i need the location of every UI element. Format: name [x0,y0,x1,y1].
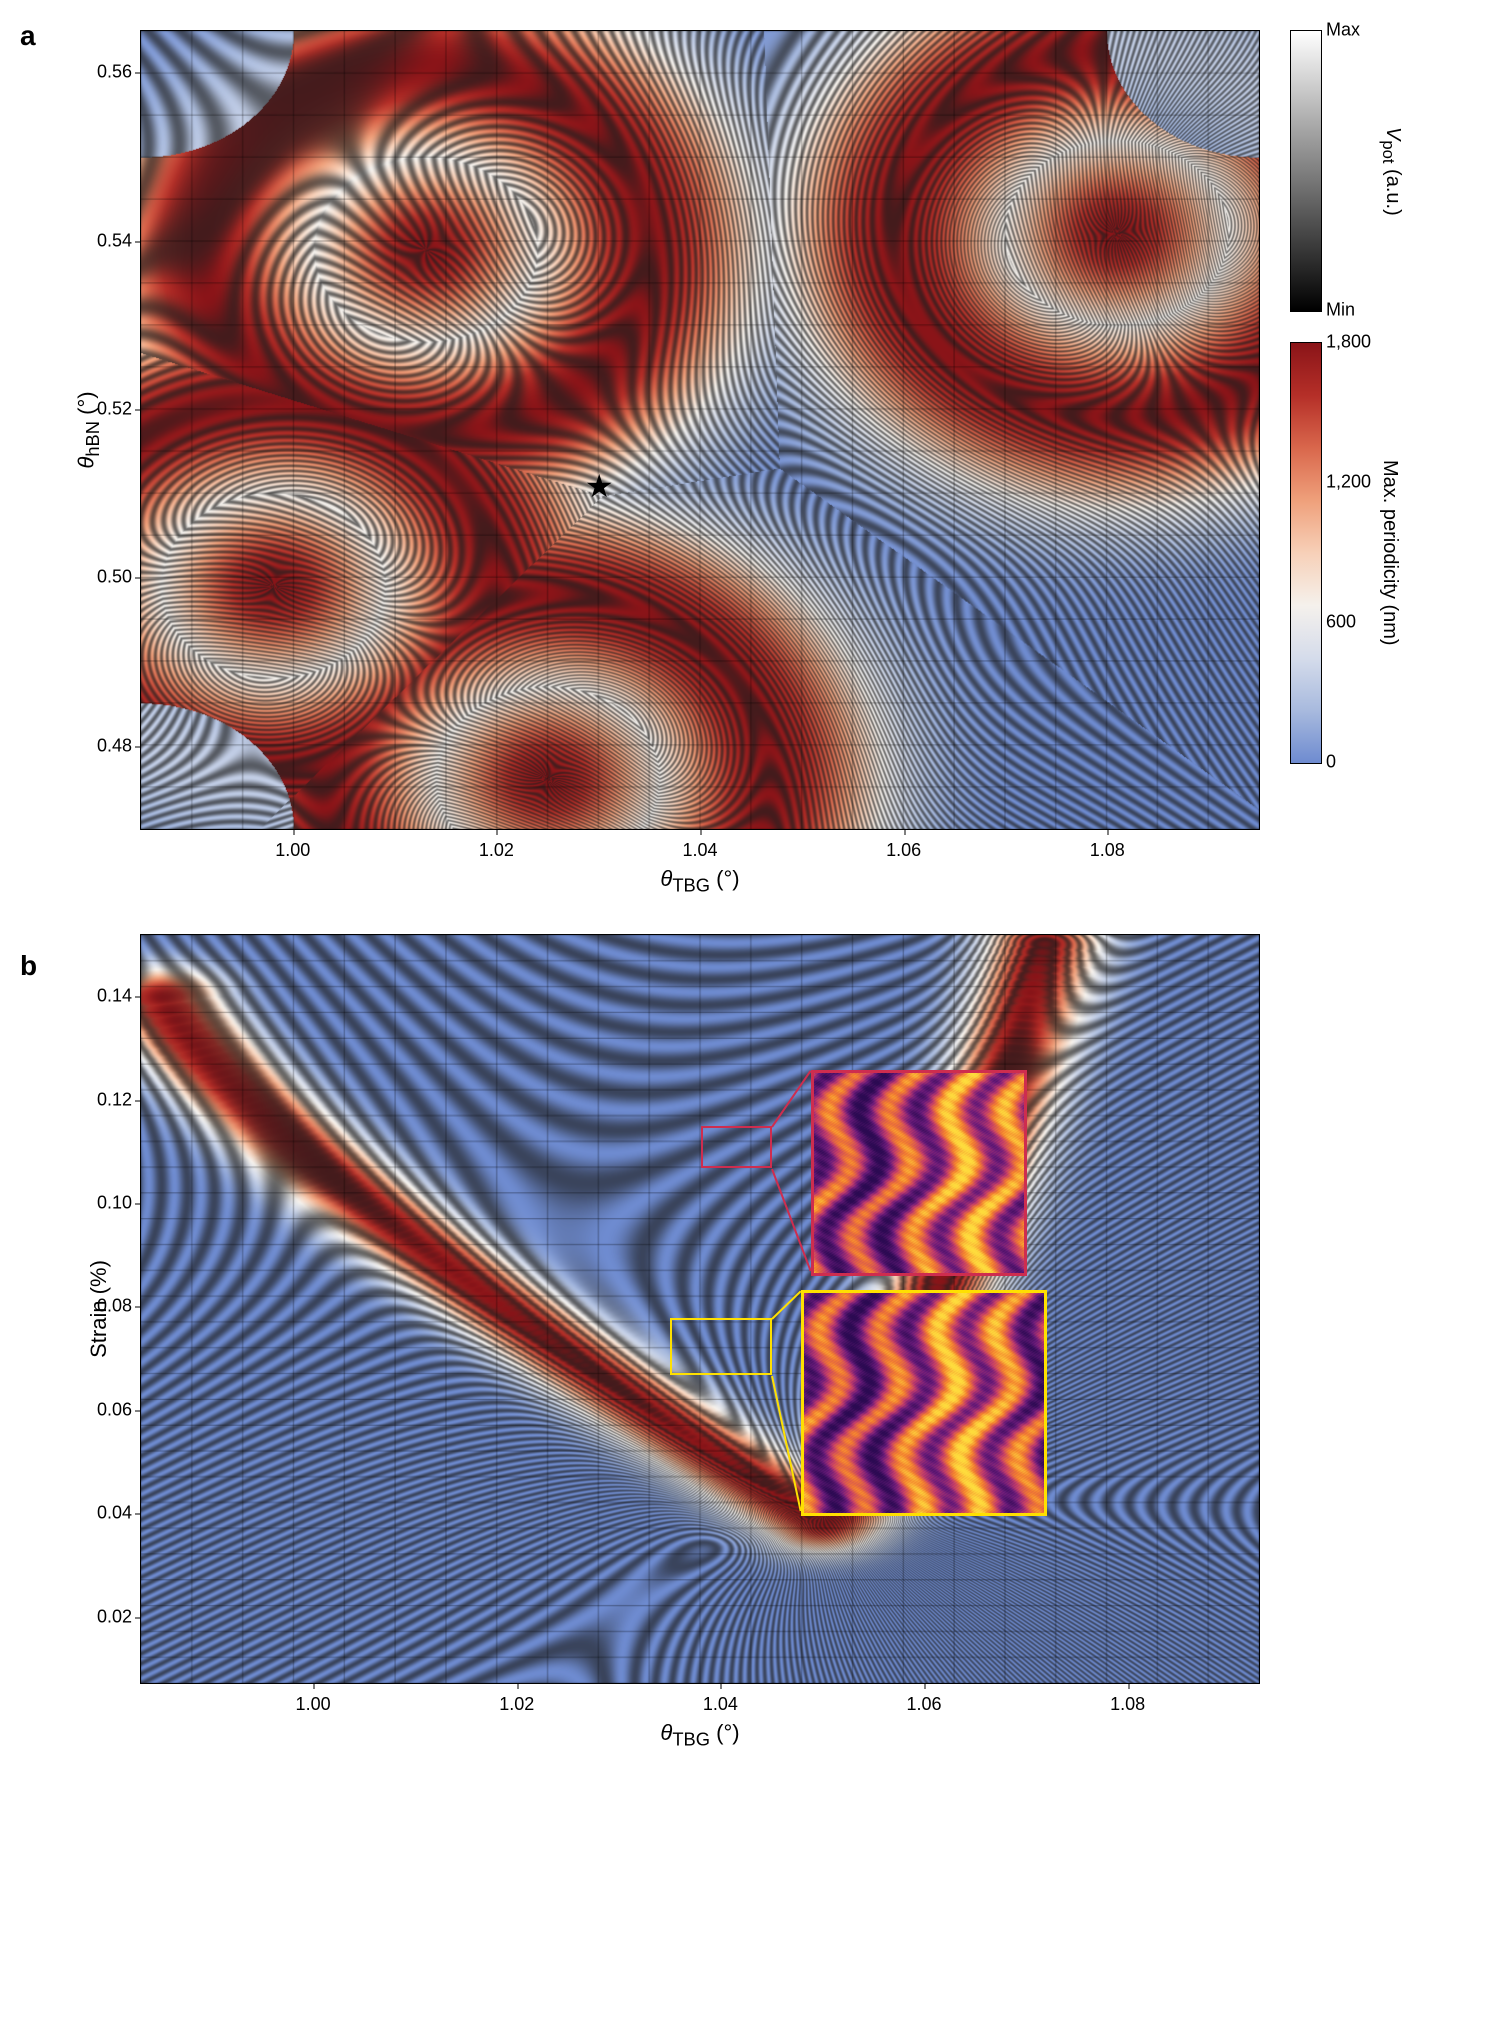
x-tick: 1.02 [479,840,514,861]
panel-b-row: Strain (%) 0.020.040.060.080.100.120.14 [20,924,1480,1684]
panel-b-yaxis: Strain (%) 0.020.040.060.080.100.120.14 [70,934,140,1684]
panel-a-plot: ★ [140,30,1260,830]
colorbar-vpot-strip [1290,30,1322,312]
y-tick: 0.02 [97,1606,132,1627]
cbar-tick: 0 [1326,752,1336,773]
panel-a-xlabel: θTBG (°) [660,866,739,896]
y-tick: 0.04 [97,1503,132,1524]
x-tick: 1.02 [499,1694,534,1715]
y-tick: 0.08 [97,1296,132,1317]
panel-b-canvas [141,935,1259,1683]
cbar-tick: 600 [1326,611,1356,632]
x-tick: 1.06 [906,1694,941,1715]
colorbar-periodicity-label: Max. periodicity (nm) [1378,460,1401,646]
colorbar-periodicity-strip [1290,342,1322,764]
colorbar-vpot: Max Min Vpot (a.u.) [1290,30,1404,312]
colorbar-stack: Max Min Vpot (a.u.) 1,800 1,200 600 0 Ma… [1290,30,1404,764]
y-tick: 0.14 [97,986,132,1007]
cbar-tick: Max [1326,20,1360,41]
y-tick: 0.54 [97,230,132,251]
panel-b-plot [140,934,1260,1684]
figure-container: a θhBN (°) 0.480.500.520.540.56 ★ Max Mi… [20,20,1480,1748]
y-tick: 0.48 [97,735,132,756]
x-tick: 1.00 [275,840,310,861]
x-tick: 1.04 [703,1694,738,1715]
colorbar-periodicity: 1,800 1,200 600 0 Max. periodicity (nm) [1290,342,1404,764]
colorbar-vpot-ticks: Max Min [1322,30,1372,310]
inset-image [811,1070,1027,1276]
y-tick: 0.52 [97,398,132,419]
panel-b-label: b [20,950,37,982]
y-tick: 0.06 [97,1399,132,1420]
cbar-tick: 1,200 [1326,471,1371,492]
colorbar-periodicity-ticks: 1,800 1,200 600 0 [1322,342,1372,762]
star-marker-icon: ★ [585,467,614,505]
panel-b-xlabel: θTBG (°) [660,1720,739,1750]
x-tick: 1.04 [682,840,717,861]
panel-a-yaxis: θhBN (°) 0.480.500.520.540.56 [70,30,140,830]
panel-a-xaxis: θTBG (°) 1.00 1.02 1.04 1.06 1.08 [140,834,1260,894]
panel-b-xaxis: θTBG (°) 1.00 1.02 1.04 1.06 1.08 [140,1688,1260,1748]
panel-a-label: a [20,20,36,52]
y-tick: 0.10 [97,1192,132,1213]
y-tick: 0.12 [97,1089,132,1110]
y-tick: 0.56 [97,62,132,83]
colorbar-vpot-label: Vpot (a.u.) [1378,127,1404,216]
panel-a-row: θhBN (°) 0.480.500.520.540.56 ★ Max Min … [20,20,1480,830]
x-tick: 1.06 [886,840,921,861]
y-tick: 0.50 [97,567,132,588]
x-tick: 1.00 [296,1694,331,1715]
panel-a-canvas [141,31,1259,829]
x-tick: 1.08 [1110,1694,1145,1715]
cbar-tick: 1,800 [1326,332,1371,353]
inset-image [801,1290,1047,1516]
inset-source-box [701,1126,772,1167]
inset-source-box [670,1318,772,1375]
x-tick: 1.08 [1090,840,1125,861]
cbar-tick: Min [1326,300,1355,321]
